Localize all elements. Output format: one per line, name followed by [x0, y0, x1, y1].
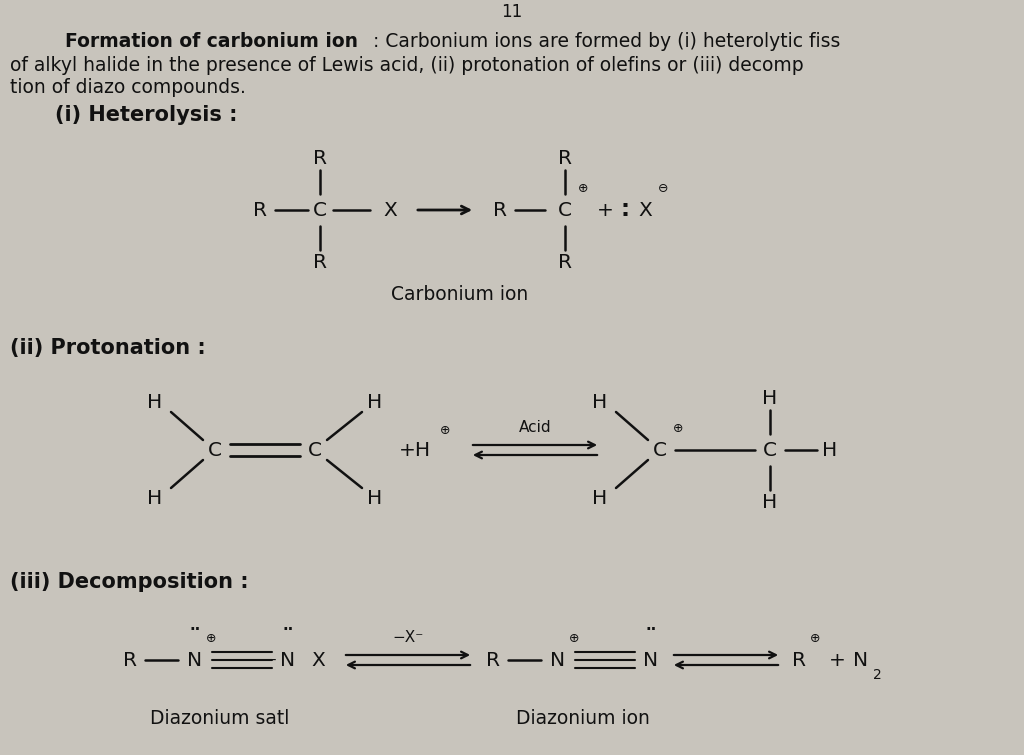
Text: H: H [147, 393, 163, 411]
Text: H: H [763, 492, 777, 511]
Text: C: C [308, 440, 322, 460]
Text: Carbonium ion: Carbonium ion [391, 285, 528, 304]
Text: C: C [208, 440, 222, 460]
Text: N: N [643, 651, 658, 670]
Text: R: R [313, 252, 327, 272]
Text: ⊕: ⊕ [568, 631, 580, 645]
Text: H: H [147, 488, 163, 507]
Text: H: H [822, 440, 838, 460]
Text: N: N [551, 651, 565, 670]
Text: C: C [313, 201, 327, 220]
Text: R: R [493, 201, 507, 220]
Text: (iii) Decomposition :: (iii) Decomposition : [10, 572, 249, 592]
Text: ⊕: ⊕ [578, 181, 588, 195]
Text: ..: .. [189, 618, 201, 633]
Text: R: R [792, 651, 806, 670]
Text: ..: .. [283, 618, 294, 633]
Text: tion of diazo compounds.: tion of diazo compounds. [10, 78, 246, 97]
Text: X: X [383, 201, 397, 220]
Text: H: H [763, 389, 777, 408]
Text: of alkyl halide in the presence of Lewis acid, (ii) protonation of olefins or (i: of alkyl halide in the presence of Lewis… [10, 56, 804, 75]
Text: N: N [853, 651, 868, 670]
Text: R: R [253, 201, 267, 220]
Text: ⊕: ⊕ [439, 424, 451, 436]
Text: 11: 11 [502, 3, 522, 21]
Text: H: H [592, 488, 607, 507]
Text: Diazonium satl: Diazonium satl [151, 708, 290, 728]
Text: X: X [311, 651, 325, 670]
Text: ⊕: ⊕ [673, 421, 683, 434]
Text: +: + [828, 651, 846, 670]
Text: R: R [123, 651, 137, 670]
Text: H: H [368, 393, 383, 411]
Text: H: H [592, 393, 607, 411]
Text: −X⁻: −X⁻ [392, 630, 424, 646]
Text: :: : [621, 199, 630, 221]
Text: X: X [638, 201, 652, 220]
Text: H: H [368, 488, 383, 507]
Text: R: R [558, 252, 572, 272]
Text: N: N [187, 651, 203, 670]
Text: (i) Heterolysis :: (i) Heterolysis : [55, 105, 238, 125]
Text: : Carbonium ions are formed by (i) heterolytic fiss: : Carbonium ions are formed by (i) heter… [367, 32, 841, 51]
Text: Formation of carbonium ion: Formation of carbonium ion [65, 32, 358, 51]
Text: Acid: Acid [519, 421, 551, 436]
Text: (ii) Protonation :: (ii) Protonation : [10, 338, 206, 358]
Text: C: C [558, 201, 572, 220]
Text: R: R [558, 149, 572, 168]
Text: Diazonium ion: Diazonium ion [516, 708, 650, 728]
Text: +H: +H [399, 440, 431, 460]
Text: R: R [486, 651, 500, 670]
Text: C: C [653, 440, 667, 460]
Text: 2: 2 [872, 668, 882, 682]
Text: −−: −− [254, 653, 278, 667]
Text: ⊕: ⊕ [810, 631, 820, 645]
Text: ⊖: ⊖ [657, 181, 669, 195]
Text: +: + [597, 201, 613, 220]
Text: R: R [313, 149, 327, 168]
Text: N: N [281, 651, 296, 670]
Text: ..: .. [645, 618, 656, 633]
Text: ⊕: ⊕ [206, 631, 216, 645]
Text: C: C [763, 440, 777, 460]
